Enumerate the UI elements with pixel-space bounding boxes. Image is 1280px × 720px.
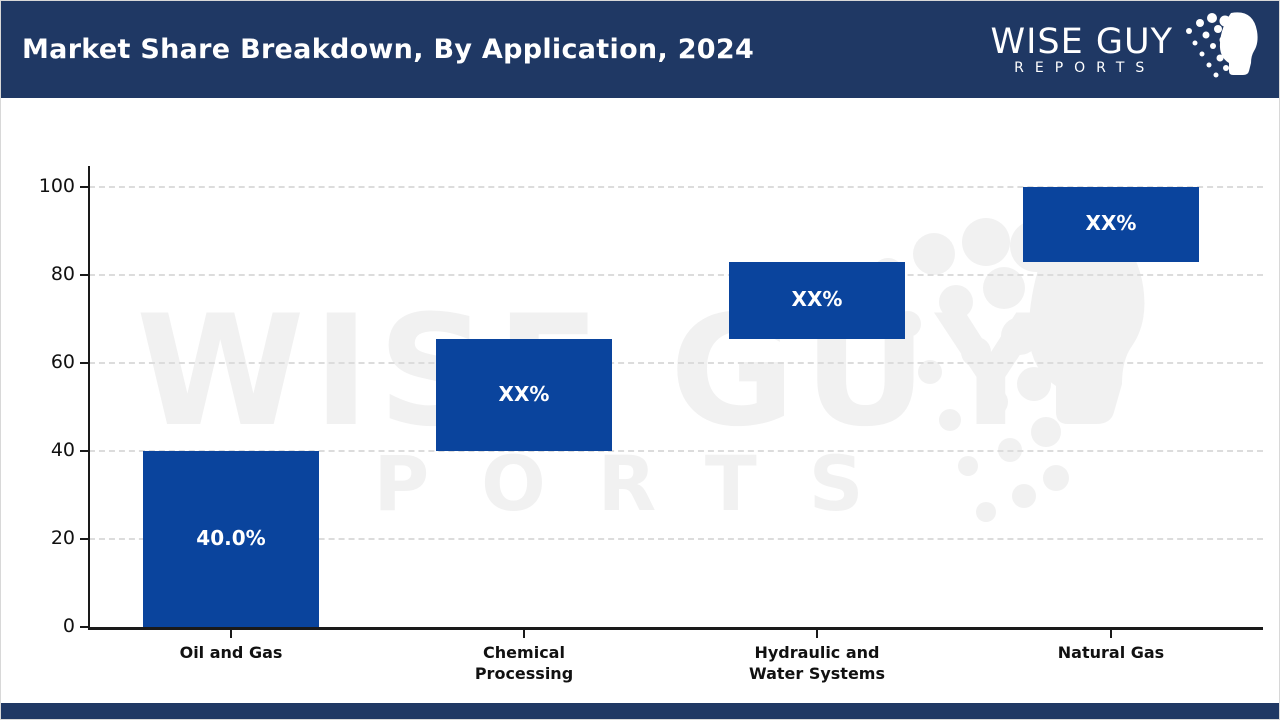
bar-value-label-oil-and-gas: 40.0% [196, 526, 266, 550]
bar-natural-gas [1023, 187, 1199, 262]
x-category-label-oil-and-gas: Oil and Gas [179, 643, 283, 662]
gridline-20 [89, 538, 1263, 540]
dotted-head-logo-icon [1186, 11, 1258, 77]
logo-brand-text: WISE GUY [990, 21, 1173, 62]
header-band: Market Share Breakdown, By Application, … [1, 1, 1279, 98]
bar-value-label-chemical-processing: XX% [498, 381, 550, 406]
x-tick-mark-chemical-processing [523, 630, 525, 638]
x-tick-mark-natural-gas [1110, 630, 1112, 638]
wiseguy-logo: WISE GUY REPORTS [990, 9, 1279, 91]
y-tick-label-60: 60 [50, 351, 75, 373]
y-tick-mark-100 [80, 186, 89, 188]
x-axis-line [88, 627, 1263, 630]
y-tick-mark-0 [80, 626, 89, 628]
y-tick-label-100: 100 [38, 175, 75, 197]
gridline-60 [89, 362, 1263, 364]
x-category-label-hydraulic-and-water-systems: Hydraulic and Water Systems [748, 643, 885, 683]
bar-chemical-processing [436, 338, 612, 451]
x-tick-mark-hydraulic-and-water-systems [816, 630, 818, 638]
bar-hydraulic-and-water-systems [729, 261, 905, 339]
bar-oil-and-gas [143, 451, 319, 627]
y-tick-mark-80 [80, 274, 89, 276]
y-tick-label-80: 80 [50, 263, 75, 285]
footer-band [1, 703, 1279, 719]
chart-title: Market Share Breakdown, By Application, … [22, 34, 755, 65]
watermark-dotted-head-icon [872, 218, 1145, 522]
gridline-80 [89, 274, 1263, 276]
gridline-40 [89, 450, 1263, 452]
logo-sub-text: REPORTS [1014, 59, 1156, 76]
bar-value-label-natural-gas: XX% [1085, 211, 1137, 236]
y-tick-label-0: 0 [62, 615, 75, 637]
bar-value-label-hydraulic-and-water-systems: XX% [791, 287, 843, 312]
wiseguy-logo-text: WISE GUY REPORTS [990, 24, 1173, 76]
y-tick-label-40: 40 [50, 439, 75, 461]
y-tick-mark-60 [80, 362, 89, 364]
y-axis-line [88, 166, 90, 630]
x-tick-mark-oil-and-gas [230, 630, 232, 638]
gridline-100 [89, 186, 1263, 188]
x-category-label-chemical-processing: Chemical Processing [474, 643, 574, 683]
y-tick-mark-40 [80, 450, 89, 452]
y-tick-label-20: 20 [50, 527, 75, 549]
x-category-label-natural-gas: Natural Gas [1057, 643, 1165, 662]
y-tick-mark-20 [80, 538, 89, 540]
